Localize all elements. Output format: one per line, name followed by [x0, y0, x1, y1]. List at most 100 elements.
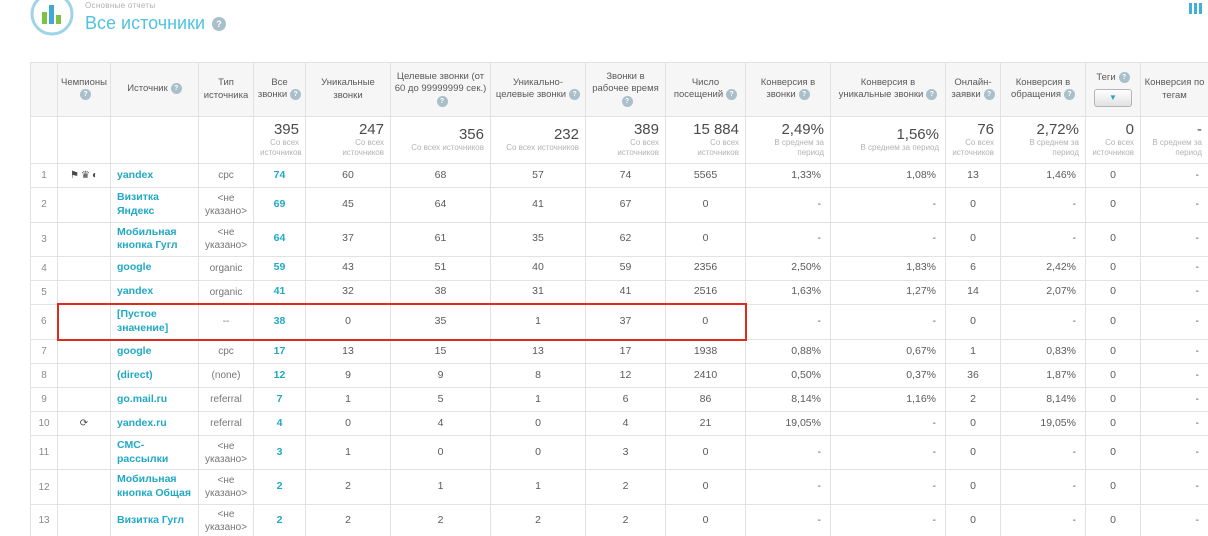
- summary-value: 2,49%: [781, 121, 824, 138]
- tags-filter-dropdown[interactable]: ▼: [1094, 88, 1132, 107]
- cell-conv_requests: -: [1000, 469, 1086, 505]
- source-link[interactable]: СМС-рассылки: [117, 439, 169, 465]
- column-label-tags: Теги: [1096, 72, 1116, 84]
- cell-online_requests: 0: [945, 503, 1001, 536]
- summary-value: 356: [458, 126, 484, 143]
- cell-all_calls[interactable]: 38: [253, 303, 306, 341]
- table-header-row: Чемпионы? Источник? Тип источника Все звонк…: [30, 62, 1208, 117]
- column-header-all_calls[interactable]: Все звонки?: [253, 62, 306, 117]
- cell-all_calls[interactable]: 7: [253, 387, 306, 413]
- source-link[interactable]: yandex.ru: [117, 416, 167, 429]
- column-header-online_requests[interactable]: Онлайн-заявки?: [945, 62, 1001, 117]
- cell-type: <не указано>: [198, 187, 254, 223]
- cell-online_requests: 0: [945, 435, 1001, 471]
- cell-work_time_calls: 4: [585, 411, 666, 437]
- column-header-conv_calls[interactable]: Конверсия в звонки?: [745, 62, 831, 117]
- cell-champions: [57, 255, 111, 281]
- cell-type: cpc: [198, 163, 254, 189]
- source-link[interactable]: yandex: [117, 168, 154, 181]
- help-icon[interactable]: ?: [726, 89, 738, 101]
- cell-all_calls[interactable]: 64: [253, 221, 306, 257]
- cell-visits: 0: [665, 503, 746, 536]
- column-header-champions[interactable]: Чемпионы?: [57, 62, 111, 117]
- cell-all_calls[interactable]: 3: [253, 435, 306, 471]
- column-header-conv_requests[interactable]: Конверсия в обращения?: [1000, 62, 1086, 117]
- table-row: 11 СМС-рассылки <не указано> 3 1 0 0 3 0- -0-0-: [30, 435, 1208, 471]
- cell-all_calls[interactable]: 41: [253, 279, 306, 305]
- cell-source: Визитка Яндекс: [110, 187, 199, 223]
- help-icon[interactable]: ?: [80, 89, 91, 101]
- help-icon[interactable]: ?: [983, 89, 995, 101]
- source-link[interactable]: yandex: [117, 285, 154, 298]
- cell-work_time_calls: 17: [585, 339, 666, 365]
- column-header-source[interactable]: Источник?: [110, 62, 199, 117]
- help-icon[interactable]: ?: [798, 89, 810, 101]
- source-link[interactable]: [Пустое значение]: [117, 308, 169, 334]
- column-label-target_calls: Целевые звонки (от 60 до 99999999 сек.): [394, 70, 487, 95]
- cell-unique_target_calls: 1: [490, 303, 586, 341]
- source-link[interactable]: go.mail.ru: [117, 392, 168, 405]
- cell-all_calls[interactable]: 74: [253, 163, 306, 189]
- cell-visits: 21: [665, 411, 746, 437]
- cell-visits: 2516: [665, 279, 746, 305]
- help-icon[interactable]: ?: [290, 89, 302, 101]
- cell-conv_unique_calls: -: [830, 187, 946, 223]
- cell-all_calls[interactable]: 17: [253, 339, 306, 365]
- source-link[interactable]: google: [117, 345, 152, 358]
- cell-all_calls[interactable]: 2: [253, 503, 306, 536]
- cell-all_calls[interactable]: 69: [253, 187, 306, 223]
- column-header-unique_target_calls[interactable]: Уникально-целевые звонки?: [490, 62, 586, 117]
- cell-champions: [57, 187, 111, 223]
- cell-unique_target_calls: 31: [490, 279, 586, 305]
- help-icon[interactable]: ?: [926, 89, 938, 101]
- column-header-type[interactable]: Тип источника: [198, 62, 254, 117]
- cell-conv_tags: -: [1140, 435, 1208, 471]
- column-header-visits[interactable]: Число посещений?: [665, 62, 746, 117]
- cell-source: [Пустое значение]: [110, 303, 199, 341]
- cell-tags: 0: [1085, 221, 1141, 257]
- help-icon[interactable]: ?: [170, 83, 182, 95]
- title-help-icon[interactable]: ?: [212, 16, 227, 31]
- help-icon[interactable]: ?: [569, 89, 581, 101]
- cell-target_calls: 35: [390, 303, 491, 341]
- help-icon[interactable]: ?: [436, 95, 448, 107]
- column-header-conv_tags[interactable]: Конверсия по тегам: [1140, 62, 1208, 117]
- column-header-conv_unique_calls[interactable]: Конверсия в уникальные звонки?: [830, 62, 946, 117]
- source-link[interactable]: Мобильная кнопка Общая: [117, 473, 191, 500]
- cell-target_calls: 61: [390, 221, 491, 257]
- cell-conv_tags: -: [1140, 221, 1208, 257]
- column-header-unique_calls[interactable]: Уникальные звонки: [305, 62, 391, 117]
- column-header-target_calls[interactable]: Целевые звонки (от 60 до 99999999 сек.)?: [390, 62, 491, 117]
- table-settings-icon[interactable]: [1189, 3, 1202, 14]
- column-header-work_time_calls[interactable]: Звонки в рабочее время?: [585, 62, 666, 117]
- summary-source: [110, 115, 199, 165]
- source-link[interactable]: Мобильная кнопка Гугл: [117, 225, 178, 252]
- help-icon[interactable]: ?: [1063, 89, 1075, 101]
- cell-conv_requests: 8,14%: [1000, 387, 1086, 413]
- summary-caption: В среднем за период: [1029, 138, 1079, 158]
- source-link[interactable]: Визитка Гугл: [117, 513, 185, 526]
- column-header-tags[interactable]: Теги? ▼: [1085, 62, 1141, 117]
- page-title: Все источники: [85, 13, 206, 33]
- cell-conv_calls: -: [745, 469, 831, 505]
- cell-conv_unique_calls: 0,37%: [830, 363, 946, 389]
- source-link[interactable]: Визитка Яндекс: [117, 191, 159, 217]
- cell-num: 9: [30, 387, 58, 413]
- cell-all_calls[interactable]: 12: [253, 363, 306, 389]
- source-link[interactable]: google: [117, 261, 152, 274]
- cell-all_calls[interactable]: 59: [253, 255, 306, 281]
- column-label-source: Источник: [127, 83, 168, 95]
- cell-conv_requests: 2,42%: [1000, 255, 1086, 281]
- cell-all_calls[interactable]: 4: [253, 411, 306, 437]
- source-link[interactable]: (direct): [117, 368, 153, 381]
- cell-source: Мобильная кнопка Общая: [110, 469, 199, 505]
- cell-conv_requests: -: [1000, 187, 1086, 223]
- cell-conv_tags: -: [1140, 363, 1208, 389]
- cell-unique_calls: 43: [305, 255, 391, 281]
- help-icon[interactable]: ?: [621, 95, 633, 107]
- cell-all_calls[interactable]: 2: [253, 469, 306, 505]
- cell-tags: 0: [1085, 363, 1141, 389]
- help-icon[interactable]: ?: [1118, 72, 1130, 84]
- cell-tags: 0: [1085, 339, 1141, 365]
- summary-conv_tags: -В среднем за период: [1140, 115, 1208, 165]
